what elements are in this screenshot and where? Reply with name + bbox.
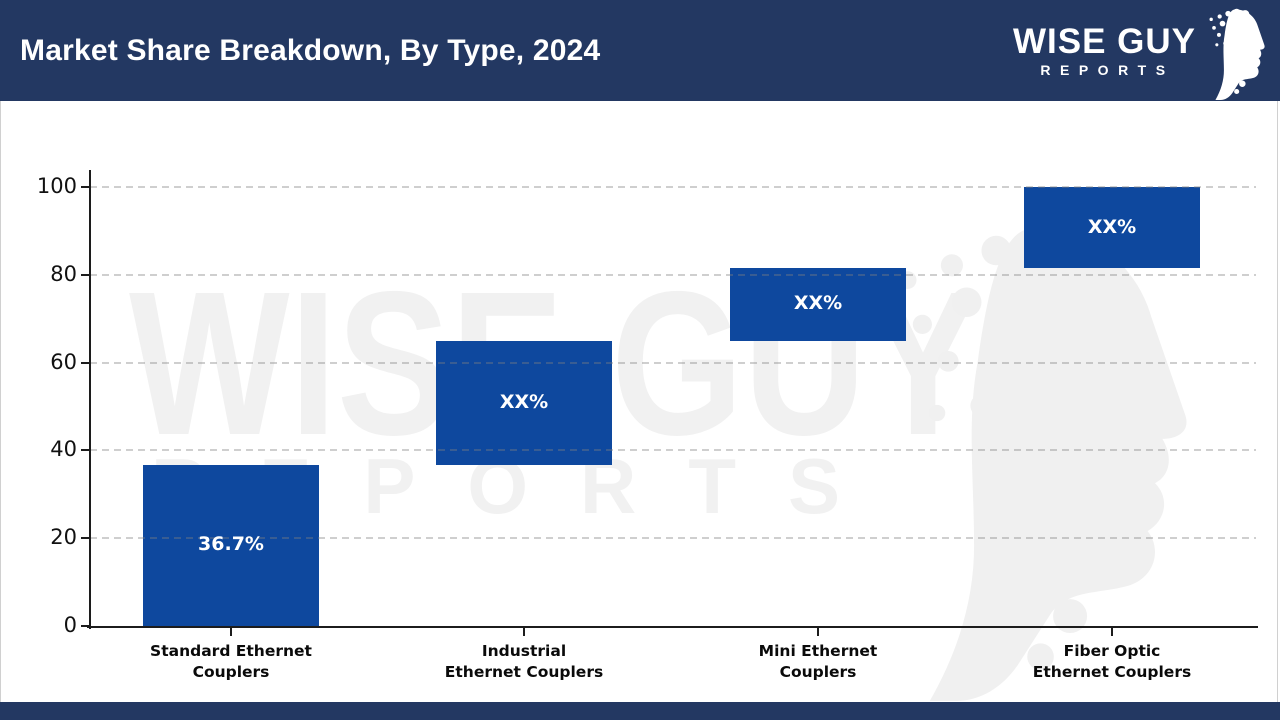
x-category-label-line: Couplers <box>192 663 270 681</box>
gridline-60 <box>90 361 1256 364</box>
x-category-label-4: Fiber Optic Ethernet Couplers <box>992 641 1232 683</box>
page-title: Market Share Breakdown, By Type, 2024 <box>20 33 601 67</box>
y-tick-label-100: 100 <box>36 174 77 198</box>
footer-band <box>0 702 1280 720</box>
y-tick-0 <box>81 625 89 627</box>
bar-value-label-4: XX% <box>1087 215 1137 238</box>
x-tick-1 <box>230 628 232 636</box>
bar-segment-3 <box>730 268 906 341</box>
x-category-label-2: Industrial Ethernet Couplers <box>404 641 644 683</box>
y-axis-line <box>89 170 91 629</box>
gridline-80 <box>90 273 1256 276</box>
x-category-label-line: Industrial <box>481 642 567 660</box>
x-category-label-line: Ethernet Couplers <box>1032 663 1192 681</box>
logo-wordmark: WISE GUY <box>1012 22 1196 61</box>
x-tick-4 <box>1111 628 1113 636</box>
x-category-label-3: Mini Ethernet Couplers <box>698 641 938 683</box>
y-tick-20 <box>81 537 89 540</box>
gridline-100 <box>90 186 1256 188</box>
bar-value-label-2: XX% <box>499 390 549 413</box>
y-tick-label-40: 40 <box>50 437 77 462</box>
x-category-label-line: Standard Ethernet <box>150 642 312 660</box>
x-tick-3 <box>817 628 819 636</box>
wise-guy-reports-logo: WISE GUY REPORTS <box>1012 6 1266 98</box>
bar-segment-2 <box>436 340 612 465</box>
y-tick-100 <box>81 186 89 188</box>
x-category-label-line: Couplers <box>779 663 857 681</box>
header-band: Market Share Breakdown, By Type, 2024 WI… <box>0 0 1280 101</box>
y-tick-label-60: 60 <box>50 349 77 374</box>
y-tick-80 <box>81 273 89 276</box>
y-tick-label-80: 80 <box>50 261 77 286</box>
y-tick-label-20: 20 <box>50 525 77 550</box>
gridline-20 <box>90 537 1256 540</box>
logo-text: WISE GUY REPORTS <box>1012 22 1196 79</box>
bar-segment-1 <box>143 464 319 626</box>
x-tick-2 <box>523 628 525 636</box>
chart-area: WISE GUY REPORTS 02040608010036.7%XX%XX%… <box>0 101 1278 702</box>
x-category-label-line: Mini Ethernet <box>758 642 878 660</box>
y-tick-60 <box>81 361 89 364</box>
logo-sub-wordmark: REPORTS <box>1040 62 1175 78</box>
x-category-label-1: Standard Ethernet Couplers <box>111 641 351 683</box>
y-tick-label-0: 0 <box>63 613 77 637</box>
bar-value-label-1: 36.7% <box>198 533 264 556</box>
dotted-head-icon <box>1192 8 1270 100</box>
x-axis-line <box>87 626 1258 628</box>
y-tick-40 <box>81 449 89 452</box>
bar-value-label-3: XX% <box>793 292 843 315</box>
x-category-label-line: Ethernet Couplers <box>444 663 604 681</box>
gridline-40 <box>90 449 1256 452</box>
x-category-label-line: Fiber Optic <box>1063 642 1161 660</box>
